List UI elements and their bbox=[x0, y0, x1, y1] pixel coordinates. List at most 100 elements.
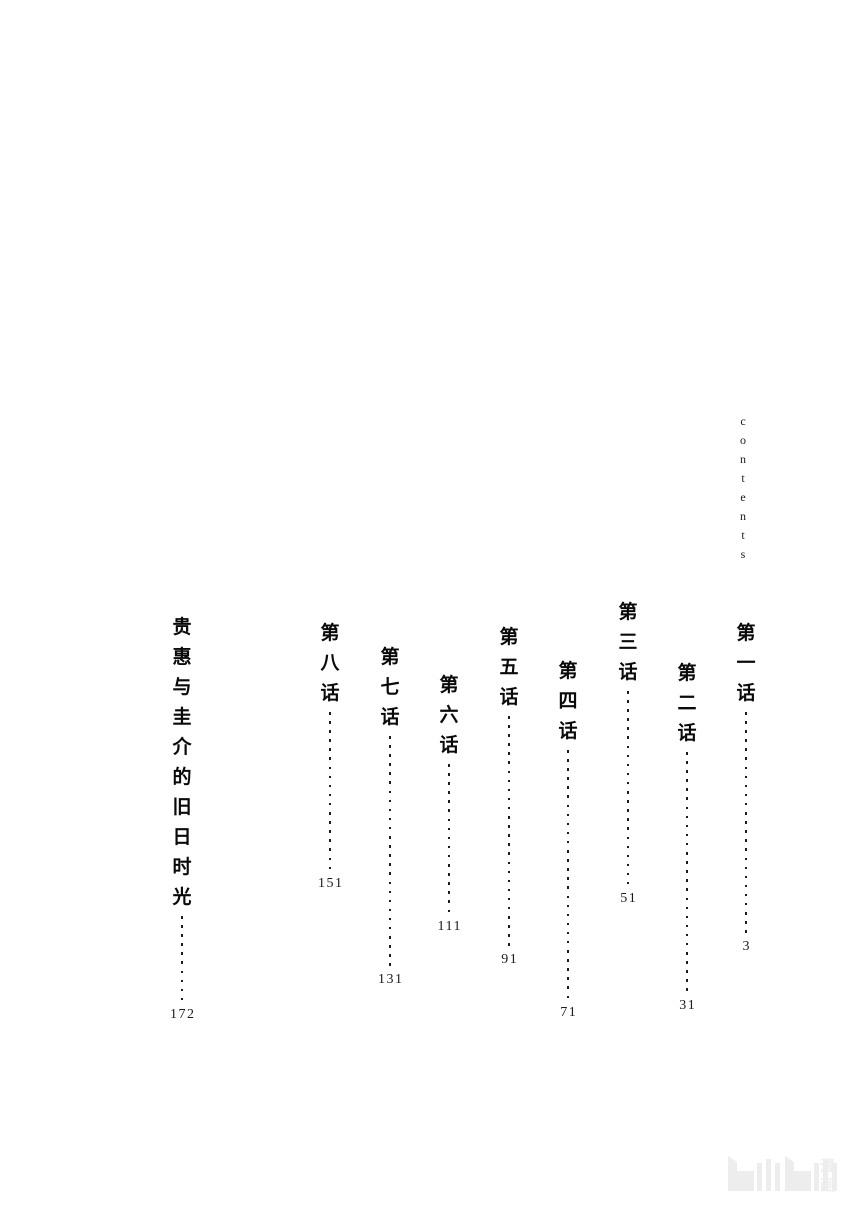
leader-dot bbox=[626, 863, 630, 867]
toc-title-char: 惠 bbox=[172, 646, 192, 668]
leader-dot bbox=[685, 879, 689, 882]
leader-dot bbox=[328, 757, 332, 760]
leader-dot bbox=[388, 881, 392, 884]
leader-dot bbox=[388, 926, 392, 930]
leader-dot bbox=[447, 864, 451, 867]
toc-entry-chapter-5[interactable]: 第五话 91 bbox=[492, 622, 526, 968]
leader-dot bbox=[566, 968, 570, 971]
leader-dot bbox=[507, 897, 511, 901]
leader-dot bbox=[744, 930, 748, 933]
leader-dot bbox=[744, 802, 748, 806]
leader-dot bbox=[685, 933, 689, 937]
toc-title-char: 第 bbox=[677, 662, 697, 684]
leader-dot bbox=[626, 736, 630, 739]
toc-title-char: 第 bbox=[558, 660, 578, 682]
leader-dot bbox=[507, 916, 511, 919]
leader-dot bbox=[388, 936, 392, 939]
leader-dot bbox=[626, 809, 630, 812]
leader-dot bbox=[388, 945, 392, 948]
toc-dot-leader bbox=[685, 752, 689, 991]
leader-dot bbox=[626, 854, 630, 858]
leader-dot bbox=[685, 988, 689, 991]
leader-dot bbox=[388, 917, 392, 921]
leader-dot bbox=[744, 784, 748, 788]
leader-dot bbox=[180, 925, 184, 928]
toc-entry-chapter-1[interactable]: 第一话 3 bbox=[729, 618, 763, 955]
toc-title-char: 第 bbox=[499, 626, 519, 648]
toc-entry-chapter-4[interactable]: 第四话 71 bbox=[551, 656, 585, 1021]
leader-dot bbox=[566, 895, 570, 898]
leader-dot bbox=[447, 900, 451, 903]
leader-dot bbox=[180, 934, 184, 937]
leader-dot bbox=[328, 848, 332, 851]
toc-entry-chapter-7[interactable]: 第七话 131 bbox=[373, 642, 407, 988]
leader-dot bbox=[388, 763, 392, 766]
leader-dot bbox=[744, 839, 748, 842]
leader-dot bbox=[507, 779, 511, 783]
leader-dot bbox=[447, 873, 451, 876]
toc-entry-chapter-8[interactable]: 第八话 151 bbox=[313, 618, 347, 892]
toc-entry-page-number: 91 bbox=[501, 952, 519, 968]
leader-dot bbox=[685, 752, 689, 755]
leader-dot bbox=[566, 822, 570, 826]
leader-dot bbox=[328, 784, 332, 788]
leader-dot bbox=[626, 827, 630, 830]
leader-dot bbox=[744, 830, 748, 833]
leader-dot bbox=[180, 943, 184, 946]
leader-dot bbox=[328, 748, 332, 751]
leader-dot bbox=[566, 977, 570, 980]
toc-entry-title: 第七话 bbox=[373, 642, 407, 732]
toc-entry-chapter-6[interactable]: 第六话 111 bbox=[432, 670, 466, 935]
toc-title-char: 第 bbox=[618, 601, 638, 623]
toc-dot-leader bbox=[744, 712, 748, 933]
contents-heading-letter: e bbox=[740, 490, 746, 504]
leader-dot bbox=[388, 808, 392, 812]
leader-dot bbox=[744, 857, 748, 860]
toc-title-char: 介 bbox=[172, 736, 192, 758]
toc-entry-chapter-2[interactable]: 第二话 31 bbox=[670, 658, 704, 1014]
leader-dot bbox=[566, 931, 570, 935]
leader-dot bbox=[626, 781, 630, 785]
leader-dot bbox=[566, 795, 570, 798]
toc-entry-title: 第八话 bbox=[313, 618, 347, 708]
leader-dot bbox=[388, 908, 392, 912]
leader-dot bbox=[180, 997, 184, 1001]
toc-entry-page-number: 71 bbox=[560, 1004, 578, 1020]
leader-dot bbox=[626, 818, 630, 821]
toc-title-char: 时 bbox=[172, 856, 192, 878]
leader-dot bbox=[566, 750, 570, 753]
toc-title-char: 话 bbox=[499, 686, 519, 708]
leader-dot bbox=[685, 870, 689, 873]
toc-entry-chapter-3[interactable]: 第三话 51 bbox=[611, 597, 645, 907]
contents-heading-letter: n bbox=[740, 509, 746, 523]
toc-title-char: 话 bbox=[439, 734, 459, 756]
leader-dot bbox=[328, 721, 332, 724]
leader-dot bbox=[447, 809, 451, 812]
leader-dot bbox=[744, 739, 748, 742]
contents-heading-letter: o bbox=[740, 433, 746, 447]
leader-dot bbox=[507, 934, 511, 937]
toc-title-char: 的 bbox=[172, 766, 192, 788]
leader-dot bbox=[447, 845, 451, 849]
leader-dot bbox=[685, 779, 689, 782]
leader-dot bbox=[566, 868, 570, 871]
toc-title-char: 第 bbox=[439, 674, 459, 696]
leader-dot bbox=[388, 826, 392, 830]
leader-dot bbox=[744, 766, 748, 770]
toc-title-char: 与 bbox=[172, 676, 192, 698]
toc-entry-bonus-story[interactable]: 贵惠与圭介的旧日时光 172 bbox=[165, 612, 199, 1023]
leader-dot bbox=[744, 893, 748, 897]
toc-title-char: 七 bbox=[380, 676, 400, 698]
leader-dot bbox=[447, 782, 451, 785]
toc-dot-leader bbox=[388, 736, 392, 966]
leader-dot bbox=[744, 912, 748, 915]
leader-dot bbox=[507, 834, 511, 837]
leader-dot bbox=[388, 845, 392, 848]
leader-dot bbox=[685, 897, 689, 900]
toc-dot-leader bbox=[447, 764, 451, 912]
toc-title-char: 二 bbox=[677, 692, 697, 714]
leader-dot bbox=[388, 872, 392, 875]
toc-entry-page-number: 51 bbox=[620, 891, 638, 907]
leader-dot bbox=[447, 818, 451, 822]
leader-dot bbox=[744, 793, 748, 797]
